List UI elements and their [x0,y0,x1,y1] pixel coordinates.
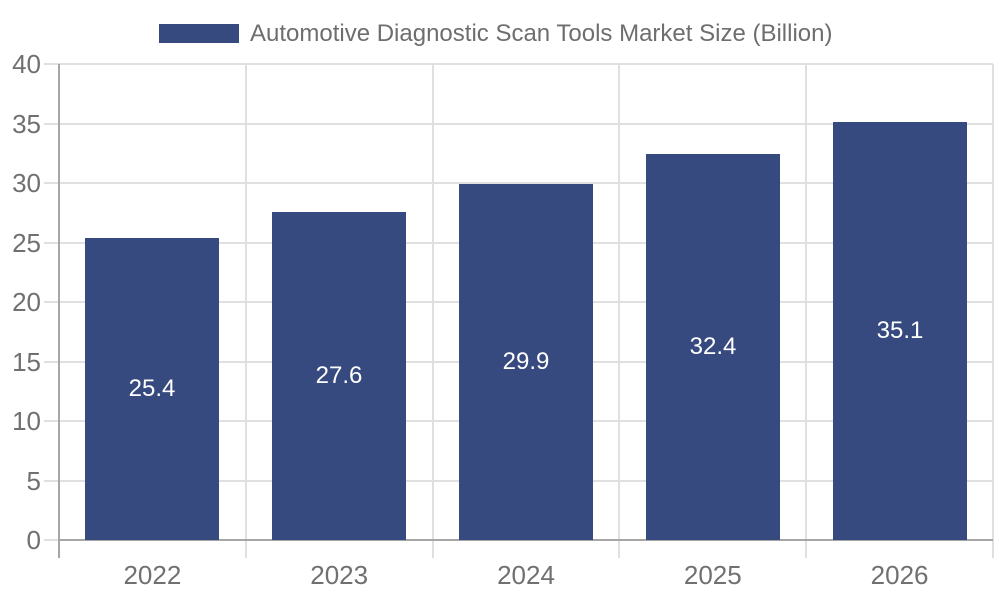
bar-value-label: 25.4 [128,374,176,402]
x-axis-tick-label: 2026 [870,560,929,590]
gridline-vertical [805,64,808,558]
bar-2022: 25.4 [85,237,219,540]
bar-2024: 29.9 [459,184,593,540]
y-tick-mark [44,539,59,541]
gridline-vertical [431,64,434,558]
y-axis-tick-label: 35 [12,108,41,139]
gridline-horizontal [59,63,993,65]
y-axis-tick-label: 5 [26,465,41,496]
y-tick-mark [44,479,59,482]
y-axis-tick-label: 10 [12,406,41,436]
legend-swatch [159,24,239,43]
y-axis-tick-label: 0 [26,525,41,555]
bar-value-label: 27.6 [315,361,363,389]
x-axis-tick-label: 2022 [123,560,182,590]
y-tick-mark [44,241,59,244]
y-tick-mark [44,360,59,363]
y-axis-tick-label: 20 [12,287,41,317]
gridline-horizontal [59,182,993,184]
gridline-vertical [244,64,247,558]
bar-2023: 27.6 [272,211,406,540]
bar-2026: 35.1 [833,122,967,540]
legend-label: Automotive Diagnostic Scan Tools Market … [250,19,833,47]
x-axis-tick-label: 2025 [683,560,742,590]
y-axis-tick-label: 30 [12,168,41,198]
gridline-vertical [992,64,994,558]
chart-legend: Automotive Diagnostic Scan Tools Market … [159,20,832,47]
gridline-vertical [618,64,621,558]
y-tick-mark [44,301,59,303]
x-axis-tick-label: 2024 [497,560,555,590]
bar-2025: 32.4 [646,154,780,540]
x-axis-tick-label: 2023 [310,560,369,590]
y-tick-mark [44,63,59,65]
y-tick-mark [44,122,59,125]
bar-value-label: 35.1 [876,317,924,345]
x-axis-line [59,539,993,541]
y-axis-line [58,64,60,558]
gridline-horizontal [59,122,993,125]
bar-value-label: 29.9 [502,348,550,376]
y-axis-tick-label: 40 [12,49,41,79]
y-tick-mark [44,182,59,184]
y-axis-tick-label: 15 [12,346,41,377]
y-tick-mark [44,420,59,422]
bar-value-label: 32.4 [689,333,737,361]
y-axis-tick-label: 25 [12,227,41,258]
